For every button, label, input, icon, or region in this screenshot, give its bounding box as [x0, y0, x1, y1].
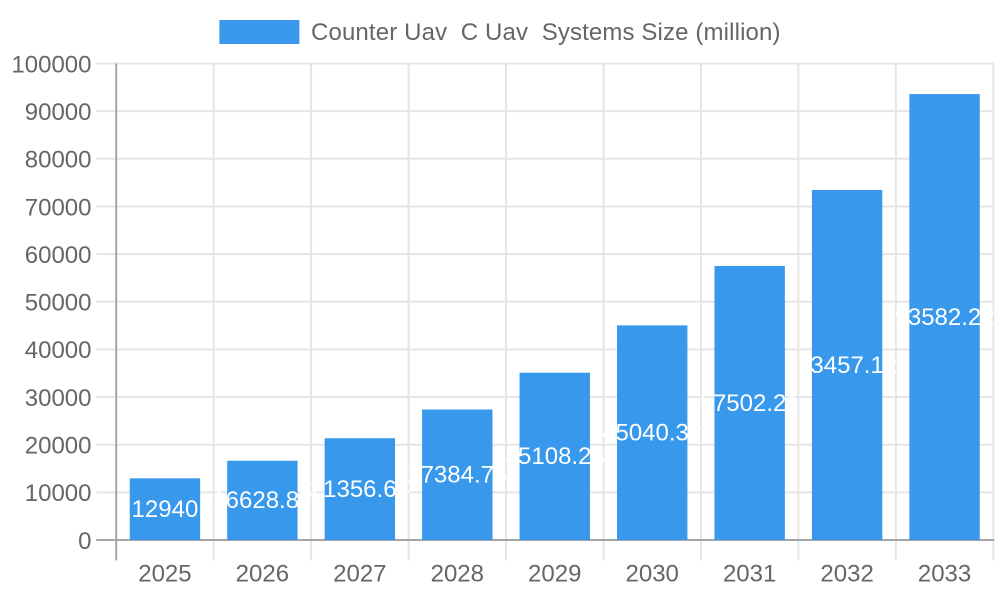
svg-text:Counter Uav C Uav Systems Si: Counter Uav C Uav Systems Size (million) [311, 19, 781, 46]
svg-text:27384.76: 27384.76 [407, 462, 507, 489]
svg-text:60000: 60000 [25, 242, 92, 269]
svg-text:2031: 2031 [723, 561, 776, 588]
svg-text:93582.22: 93582.22 [895, 304, 995, 331]
svg-text:40000: 40000 [25, 337, 92, 364]
svg-text:2028: 2028 [431, 561, 484, 588]
svg-text:30000: 30000 [25, 385, 92, 412]
svg-text:2027: 2027 [333, 561, 386, 588]
svg-text:73457.12: 73457.12 [797, 352, 897, 379]
svg-text:80000: 80000 [25, 147, 92, 174]
svg-text:2025: 2025 [138, 561, 191, 588]
svg-text:35108.23: 35108.23 [505, 443, 605, 470]
svg-text:90000: 90000 [25, 99, 92, 126]
svg-text:20000: 20000 [25, 433, 92, 460]
svg-text:57502.21: 57502.21 [700, 390, 800, 417]
svg-text:70000: 70000 [25, 194, 92, 221]
svg-text:100000: 100000 [11, 51, 91, 78]
svg-text:50000: 50000 [25, 290, 92, 317]
svg-text:10000: 10000 [25, 480, 92, 507]
svg-text:45040.32: 45040.32 [602, 419, 702, 446]
svg-text:16628.87: 16628.87 [212, 487, 312, 514]
svg-text:2033: 2033 [918, 561, 971, 588]
svg-text:21356.64: 21356.64 [310, 476, 410, 503]
svg-text:2030: 2030 [626, 561, 679, 588]
svg-text:2029: 2029 [528, 561, 581, 588]
svg-text:2026: 2026 [236, 561, 289, 588]
svg-text:2032: 2032 [820, 561, 873, 588]
svg-text:0: 0 [78, 528, 91, 555]
svg-text:12940: 12940 [132, 496, 199, 523]
